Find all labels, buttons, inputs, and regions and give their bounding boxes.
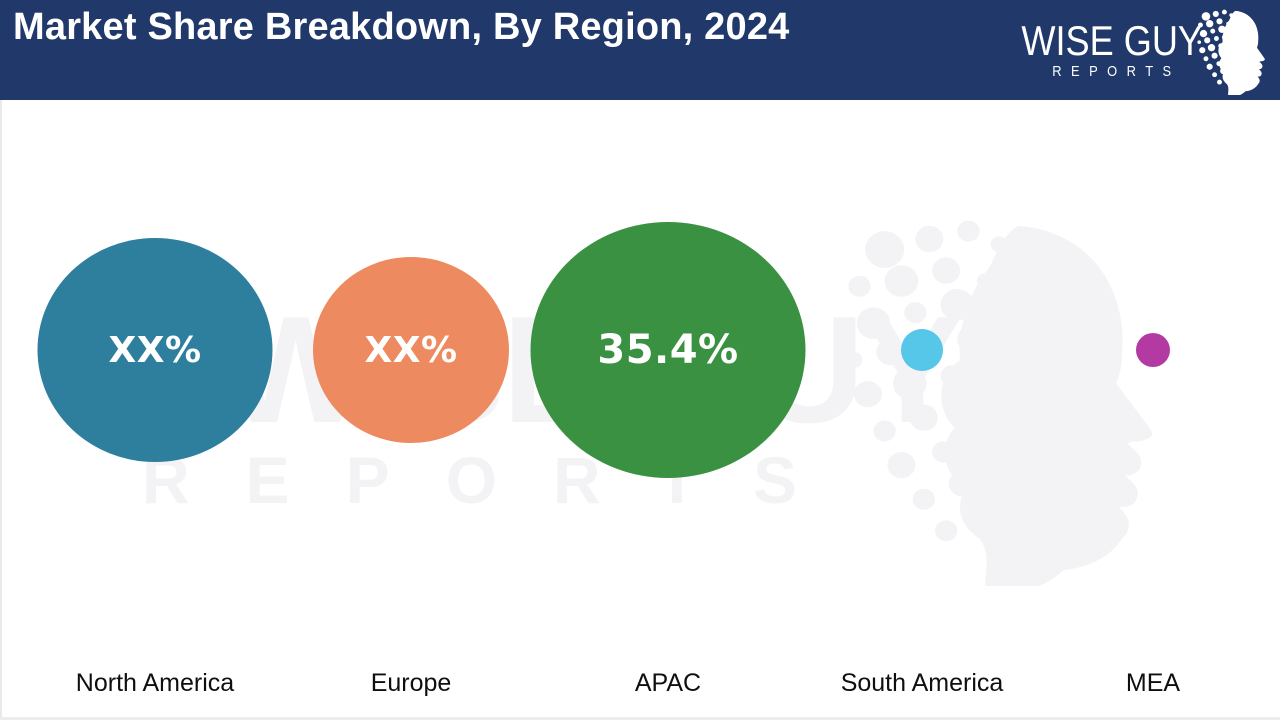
bubble-mea [1136,333,1170,367]
region-group-north-america: XX% North America [35,100,275,717]
bubble-value-label: XX% [364,329,458,371]
bubble-europe: XX% [313,257,509,443]
region-group-europe: XX% Europe [291,100,531,717]
region-group-south-america: South America [802,100,1042,717]
brand-head-icon [1197,9,1265,95]
brand-name: WISE GUY [1021,17,1202,64]
bubble-north-america: XX% [37,238,273,462]
page-title: Market Share Breakdown, By Region, 2024 [13,6,790,48]
bubble-chart-canvas: WISE GUY REPORTS XX% North America XX% E… [0,100,1280,720]
region-group-apac: 35.4% APAC [530,100,806,717]
brand-text: WISE GUY REPORTS [1021,17,1202,81]
region-group-mea: MEA [1033,100,1273,717]
category-label-apac: APAC [634,669,702,697]
bubble-value-label: 35.4% [597,327,739,373]
bubble-south-america [901,329,943,371]
bubble-apac: 35.4% [530,222,806,478]
bubble-value-label: XX% [108,329,202,371]
category-label-europe: Europe [370,669,452,697]
header-bar: Market Share Breakdown, By Region, 2024 … [0,0,1280,100]
category-label-south-america: South America [840,669,1004,697]
brand-logo: WISE GUY REPORTS [992,0,1270,100]
category-label-mea: MEA [1125,669,1181,697]
brand-tagline: REPORTS [1052,63,1181,80]
category-label-north-america: North America [75,669,235,697]
